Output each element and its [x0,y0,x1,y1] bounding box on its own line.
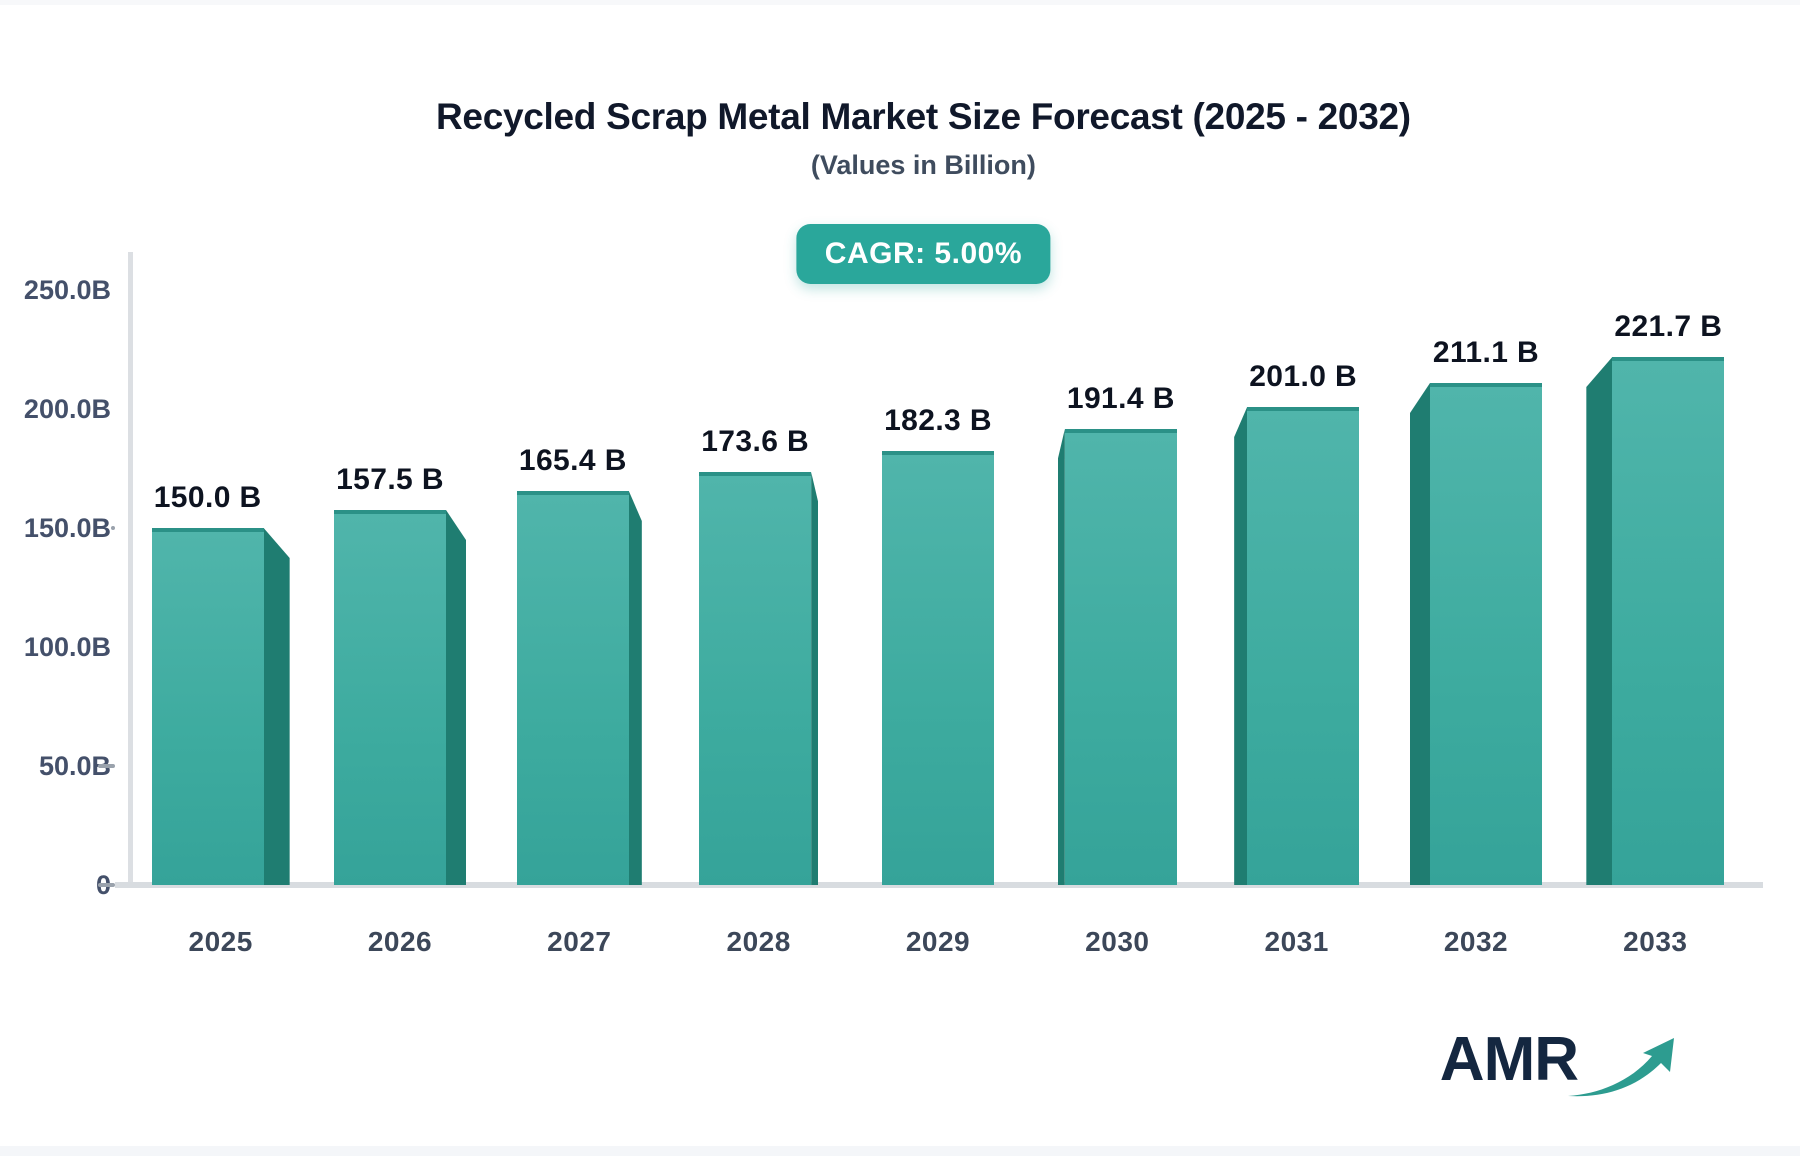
bar-2025 [151,528,264,885]
amr-logo: AMR [1440,1028,1682,1102]
bar-side-face-2028 [811,472,819,885]
bar-2030 [1064,429,1177,885]
bar-2029 [882,451,994,885]
bar-value-label-2031: 201.0 B [1249,360,1358,393]
bar-value-label-2028: 173.6 B [701,425,810,458]
bar-side-face-2025 [263,528,290,885]
x-axis-label-2032: 2032 [1443,926,1509,957]
bar-side-face-2031 [1234,407,1248,885]
bar-value-label-2033: 221.7 B [1614,310,1723,343]
y-axis-tick-mark [111,526,115,530]
y-axis-line [128,252,133,888]
y-axis-tick-label: 250.0B [23,275,111,305]
x-axis-label-2029: 2029 [905,926,971,957]
x-axis-label-2026: 2026 [367,926,433,957]
x-axis-label-2027: 2027 [547,926,612,957]
y-axis-tick-label: 150.0B [23,513,111,543]
bar-side-face-2026 [446,510,466,885]
x-axis-label-2031: 2031 [1264,926,1329,957]
x-axis-baseline [115,882,1763,888]
y-axis-tick-label: 200.0B [23,394,111,424]
bar-value-label-2029: 182.3 B [884,404,992,437]
bar-side-face-2027 [628,491,642,885]
bar-value-label-2032: 211.1 B [1432,336,1540,369]
amr-logo-arrow-icon [1568,1038,1674,1097]
bar-side-face-2030 [1057,429,1065,885]
bar-2033 [1612,357,1725,885]
bar-2027 [516,491,629,885]
bar-2032 [1430,383,1542,885]
chart-subtitle: (Values in Billion) [810,150,1036,180]
bar-2026 [334,510,446,885]
bar-2031 [1247,407,1360,885]
bar-side-face-2032 [1410,383,1430,885]
x-axis-label-2025: 2025 [188,926,253,957]
bar-side-face-2033 [1586,357,1613,885]
x-axis-label-2028: 2028 [726,926,791,957]
top-border-strip [0,0,1800,5]
y-axis-tick-label: 100.0B [23,632,111,662]
bar-value-label-2026: 157.5 B [336,463,444,496]
x-axis-label-2033: 2033 [1623,926,1688,957]
cagr-badge: CAGR: 5.00% [796,224,1050,284]
chart-title: Recycled Scrap Metal Market Size Forecas… [436,96,1411,137]
bar-value-label-2025: 150.0 B [153,481,262,514]
y-axis-tick-label: 50.0B [38,751,111,781]
bottom-border-strip [0,1146,1800,1156]
y-axis-tick-label: 0 [16,870,111,900]
y-axis-tick-mark [98,764,115,768]
amr-logo-text: AMR [1439,1025,1579,1094]
bar-value-label-2030: 191.4 B [1066,382,1175,415]
bar-value-label-2027: 165.4 B [518,444,627,477]
x-axis-label-2030: 2030 [1085,926,1150,957]
y-axis-tick-mark [98,883,115,887]
bar-2028 [699,472,812,885]
